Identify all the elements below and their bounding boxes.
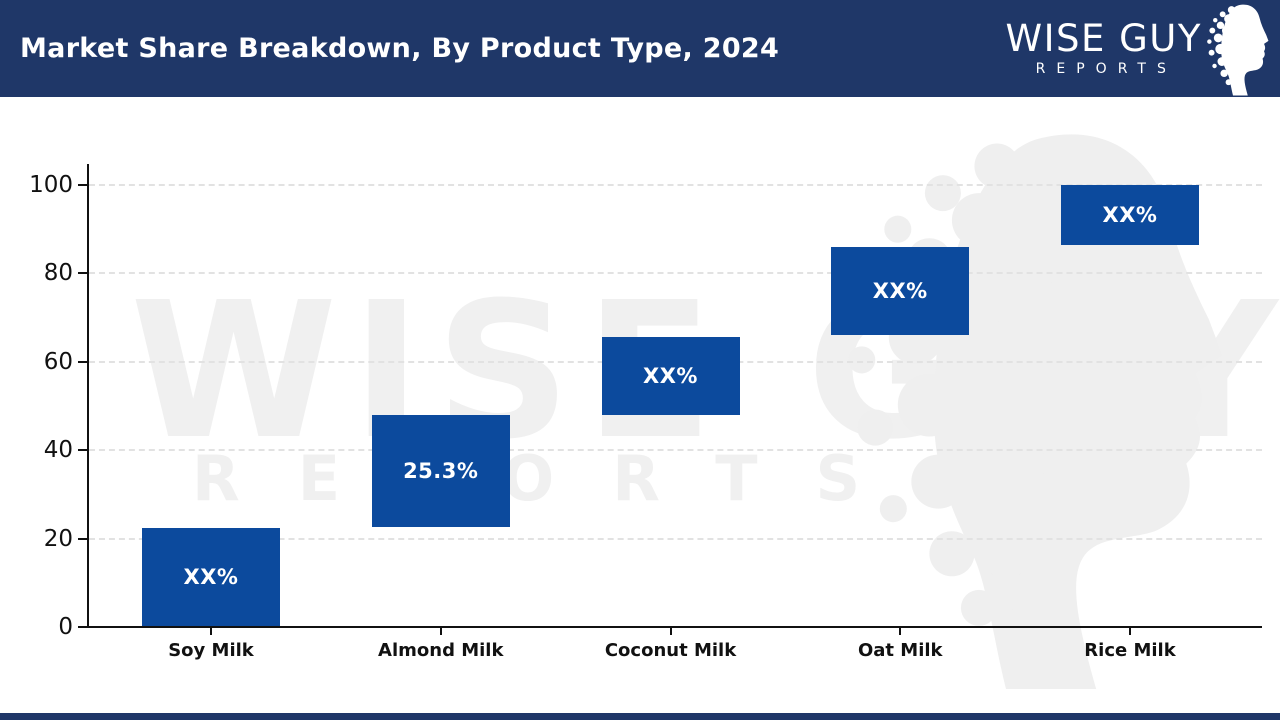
bar-value-label-almond-milk: 25.3% (403, 459, 479, 484)
y-tick-label-80: 80 (43, 260, 73, 287)
y-tick-100 (78, 184, 87, 186)
y-tick-60 (78, 360, 87, 363)
y-tick-label-0: 0 (58, 614, 73, 640)
bar-soy-milk: XX% (142, 527, 280, 627)
x-tick-label-coconut-milk: Coconut Milk (604, 640, 737, 661)
x-tick-label-almond-milk: Almond Milk (378, 640, 504, 661)
y-tick-label-20: 20 (43, 525, 73, 552)
y-tick-label-100: 100 (29, 172, 73, 198)
x-tick-soy-milk (210, 628, 212, 635)
watermark-subtext: REPORTS (192, 442, 919, 515)
brand-logo: WISE GUY REPORTS (1006, 1, 1270, 97)
bar-value-label-oat-milk: XX% (872, 279, 928, 304)
gridline-20 (89, 537, 1262, 540)
y-tick-20 (78, 537, 87, 540)
dotted-head-logo-icon (1207, 4, 1269, 96)
bar-rice-milk: XX% (1061, 185, 1199, 245)
footer-bar (0, 713, 1280, 720)
bar-value-label-rice-milk: XX% (1102, 202, 1158, 227)
bar-oat-milk: XX% (831, 246, 970, 336)
brand-subtext: REPORTS (1035, 61, 1177, 77)
y-tick-label-60: 60 (43, 348, 73, 375)
x-axis-line (87, 626, 1262, 628)
x-tick-label-rice-milk: Rice Milk (1084, 640, 1176, 661)
x-tick-coconut-milk (669, 628, 672, 635)
bar-almond-milk: 25.3% (371, 415, 510, 528)
y-tick-0 (78, 626, 87, 628)
y-tick-label-40: 40 (43, 437, 73, 464)
x-tick-oat-milk (899, 628, 902, 635)
y-axis-line (87, 164, 89, 628)
gridline-80 (89, 272, 1262, 275)
bar-coconut-milk: XX% (601, 337, 740, 415)
brand-wordmark: WISE GUY (1005, 17, 1202, 60)
gridline-40 (89, 449, 1262, 452)
x-tick-label-soy-milk: Soy Milk (168, 640, 254, 661)
brand-logo-text: WISE GUY REPORTS (1006, 20, 1202, 77)
x-tick-almond-milk (439, 628, 442, 635)
x-tick-rice-milk (1129, 628, 1131, 635)
header: Market Share Breakdown, By Product Type,… (0, 0, 1280, 97)
page-title: Market Share Breakdown, By Product Type,… (20, 33, 780, 64)
bar-value-label-coconut-milk: XX% (643, 363, 698, 388)
y-tick-40 (78, 449, 87, 452)
x-tick-label-oat-milk: Oat Milk (857, 640, 943, 661)
y-tick-80 (78, 272, 87, 275)
gridline-100 (89, 184, 1262, 186)
bar-value-label-soy-milk: XX% (183, 565, 239, 590)
